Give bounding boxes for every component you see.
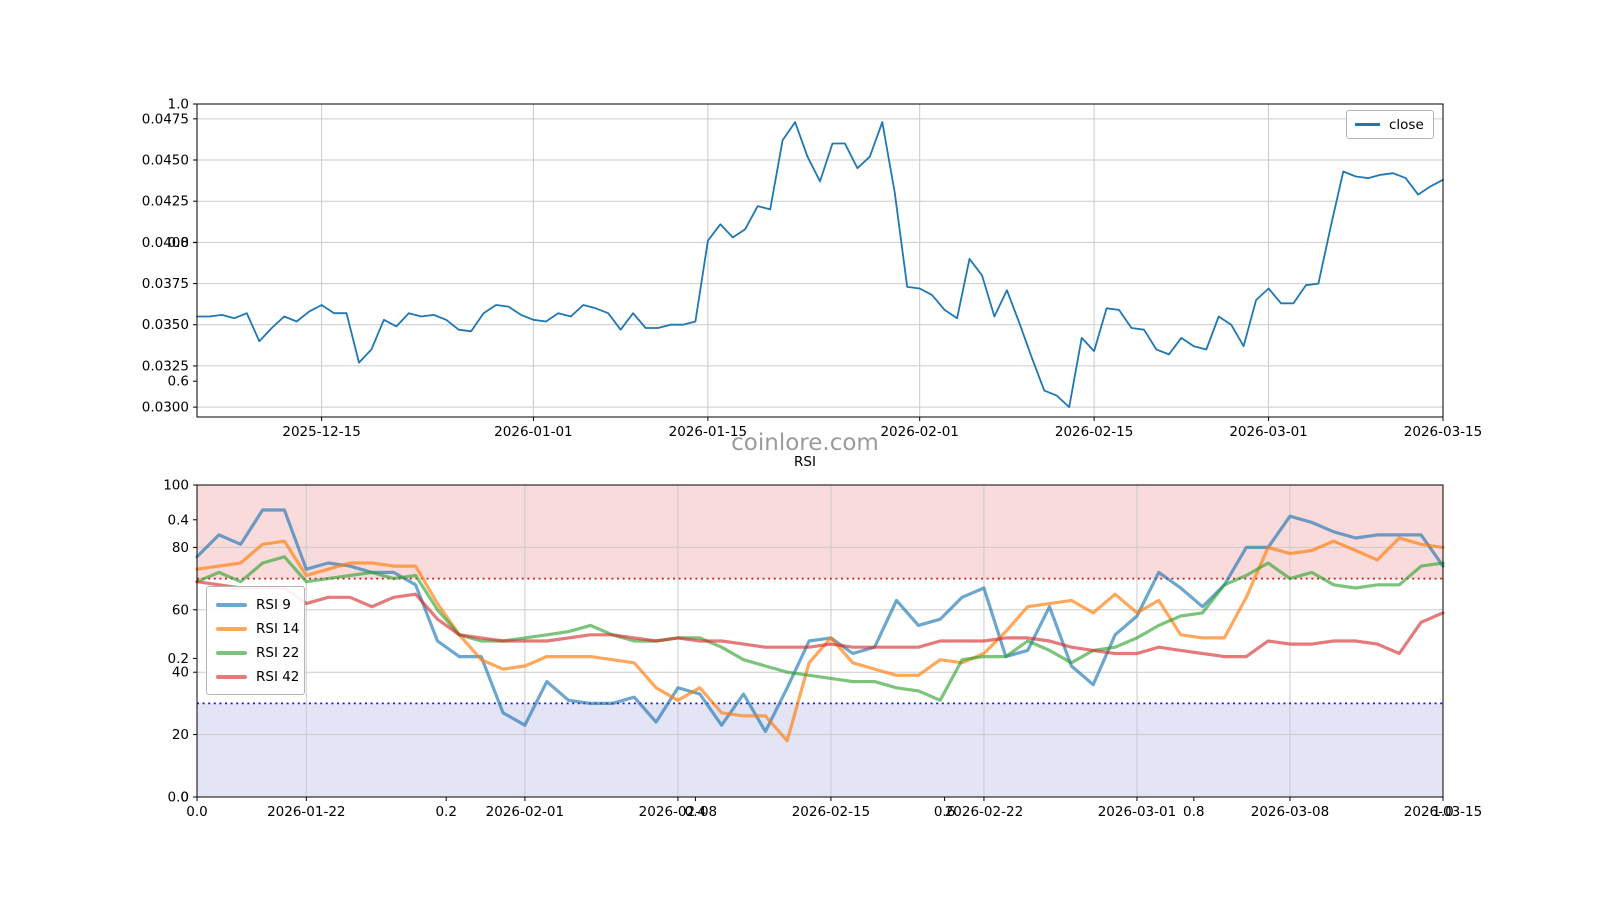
price-chart: 0.0300 0.0325 0.0350 0.0375 0.0400 0.0425 0.04…	[142, 103, 1482, 440]
price-y-tick-label: 0.0400	[142, 235, 189, 251]
price-x-tick-label: 2026-01-01	[494, 424, 572, 440]
price-x-tick-label: 2026-02-01	[880, 424, 958, 440]
price-y-tick-label: 0.0325	[142, 358, 189, 374]
legend-item-rsi9: RSI 9	[207, 593, 304, 617]
rsi-y-tick-label: 40	[172, 665, 189, 681]
watermark: coinlore.com	[731, 430, 879, 456]
rsi-y-tick-label: 80	[172, 540, 189, 556]
rsi-x-tick-label: 2026-02-08	[639, 804, 717, 820]
rsi-x-tick-label: 2026-02-01	[486, 804, 564, 820]
price-x-tick-label: 2026-03-15	[1404, 424, 1482, 440]
overlay-x-tick-label: 0.4	[685, 804, 706, 820]
rsi-chart: 0 20 40 60 80 100 2026-01-22 2026-02-01 2026-02-…	[163, 478, 1482, 821]
price-x-tick-label: 2026-03-01	[1229, 424, 1307, 440]
rsi-y-tick-label: 20	[172, 727, 189, 743]
close-legend-swatch	[1355, 123, 1380, 126]
price-y-tick-label: 0.0475	[142, 111, 189, 127]
rsi-x-tick-label: 2026-03-15	[1404, 804, 1482, 820]
rsi14-legend-label: RSI 14	[256, 621, 300, 637]
price-y-tick-label: 0.0425	[142, 194, 189, 210]
price-x-tick-label: 2025-12-15	[282, 424, 360, 440]
overlay-y-tick-label: 0.6	[168, 374, 189, 390]
rsi-x-tick-label: 2026-02-22	[945, 804, 1023, 820]
rsi-band-oversold	[197, 703, 1443, 797]
price-plot-border	[196, 103, 1444, 418]
overlay-y-tick-label: 0.4	[168, 512, 189, 528]
rsi-legend: RSI 9 RSI 14 RSI 22 RSI 42	[206, 586, 305, 695]
rsi-y-tick-label: 0	[180, 790, 189, 806]
price-x-tick-label: 2026-02-15	[1055, 424, 1133, 440]
rsi-y-tick-label: 100	[163, 478, 189, 494]
rsi9-legend-label: RSI 9	[256, 597, 291, 613]
overlay-x-tick-label: 0.8	[1183, 804, 1204, 820]
overlay-x-tick-label: 1.0	[1432, 804, 1453, 820]
rsi9-legend-swatch	[216, 603, 247, 607]
rsi14-legend-swatch	[216, 627, 247, 631]
rsi-x-tick-label: 2026-01-22	[267, 804, 345, 820]
overlay-y-tick-label: 0.2	[168, 651, 189, 667]
rsi42-legend-label: RSI 42	[256, 669, 300, 685]
price-series-close	[196, 121, 1444, 409]
rsi22-legend-label: RSI 22	[256, 645, 300, 661]
rsi-x-tick-label: 2026-03-08	[1251, 804, 1329, 820]
legend-item-rsi22: RSI 22	[207, 641, 304, 665]
price-x-tick-label: 2026-01-15	[669, 424, 747, 440]
overlay-y-tick-label: 0.0	[168, 790, 189, 806]
overlay-y-tick-label: 0.8	[168, 235, 189, 251]
rsi-chart-title: RSI	[794, 454, 816, 470]
overlay-x-tick-label: 0.6	[934, 804, 955, 820]
price-y-tick-label: 0.0450	[142, 153, 189, 169]
overlay-x-tick-label: 0.0	[186, 804, 207, 820]
close-legend-label: close	[1389, 116, 1424, 133]
rsi42-legend-swatch	[216, 675, 247, 679]
price-y-tick-label: 0.0350	[142, 317, 189, 333]
legend-item-rsi14: RSI 14	[207, 617, 304, 641]
rsi-series-RSI 42	[195, 580, 1445, 659]
overlay-x-tick-label: 0.2	[435, 804, 456, 820]
price-legend: close	[1346, 110, 1434, 139]
overlay-axis: 1.0 0.8 0.6 0.4 0.2 0.00.0 0.2 0.4 0.6 0.8 1.0	[168, 97, 1454, 821]
price-y-tick-label: 0.0300	[142, 400, 189, 416]
overlay-y-tick-label: 1.0	[168, 97, 189, 113]
rsi-x-tick-label: 2026-03-01	[1098, 804, 1176, 820]
rsi-series-RSI 14	[195, 536, 1445, 743]
rsi22-legend-swatch	[216, 651, 247, 655]
rsi-y-tick-label: 60	[172, 602, 189, 618]
rsi-x-tick-label: 2026-02-15	[792, 804, 870, 820]
price-y-tick-label: 0.0375	[142, 276, 189, 292]
rsi-plot-border	[196, 484, 1444, 798]
legend-item-rsi42: RSI 42	[207, 665, 304, 689]
rsi-series-RSI 22	[195, 555, 1445, 702]
